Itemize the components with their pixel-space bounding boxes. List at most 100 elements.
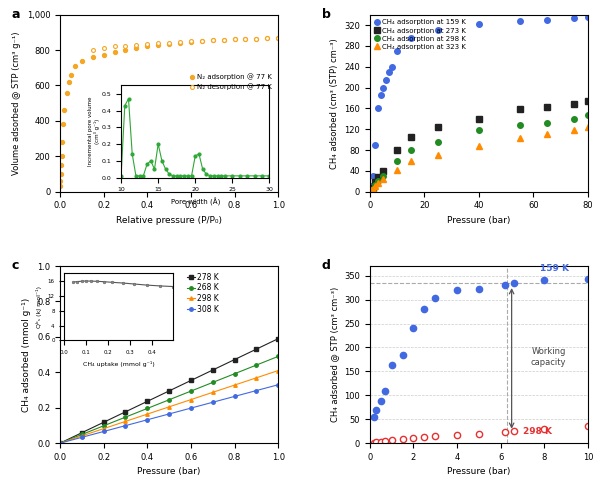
N₂ adsorption @ 77 K — [176, 40, 184, 46]
Legend: N₂ adsorption @ 77 K, N₂ desorption @ 77 K: N₂ adsorption @ 77 K, N₂ desorption @ 77… — [185, 71, 275, 93]
N₂ adsorption @ 77 K — [63, 90, 70, 95]
N₂ desorption @ 77 K — [220, 37, 227, 43]
N₂ adsorption @ 77 K — [100, 53, 107, 58]
N₂ adsorption @ 77 K — [56, 184, 64, 189]
N₂ adsorption @ 77 K — [143, 43, 151, 49]
Legend: 278 K, 268 K, 298 K, 308 K: 278 K, 268 K, 298 K, 308 K — [184, 270, 222, 317]
N₂ adsorption @ 77 K — [122, 47, 129, 53]
N₂ adsorption @ 77 K — [59, 121, 67, 127]
Text: d: d — [322, 259, 331, 272]
CH₄ adsorption at 159 K — [475, 21, 482, 27]
CH₄ adsorption at 159 K — [584, 14, 592, 20]
CH₄ adsorption at 298 K — [394, 159, 401, 165]
CH₄ adsorption at 159 K — [434, 27, 442, 33]
298 K — [200, 393, 208, 398]
CH₄ adsorption at 323 K — [374, 181, 382, 187]
Y-axis label: CH₄ adsorbed (mmol g⁻¹): CH₄ adsorbed (mmol g⁻¹) — [22, 298, 31, 412]
308 K — [104, 428, 112, 433]
N₂ desorption @ 77 K — [89, 47, 97, 53]
CH₄ adsorption at 159 K — [367, 187, 374, 193]
X-axis label: Relative pressure (P/P₀): Relative pressure (P/P₀) — [116, 216, 222, 225]
N₂ adsorption @ 77 K — [253, 36, 260, 41]
308 K — [56, 440, 64, 446]
CH₄ adsorption at 323 K — [367, 188, 374, 194]
268 K — [214, 378, 221, 384]
CH₄ adsorption at 159 K — [394, 48, 401, 54]
CH₄ adsorption at 323 K — [407, 159, 415, 165]
268 K — [122, 414, 129, 420]
Line: CH₄ adsorption at 323 K: CH₄ adsorption at 323 K — [367, 124, 591, 194]
N₂ desorption @ 77 K — [242, 36, 249, 42]
Y-axis label: Volume adsorbed @ STP (cm³ g⁻¹): Volume adsorbed @ STP (cm³ g⁻¹) — [12, 31, 21, 175]
Text: b: b — [322, 7, 331, 20]
N₂ adsorption @ 77 K — [187, 39, 194, 45]
N₂ desorption @ 77 K — [187, 38, 194, 44]
Y-axis label: CH₄ adsorbed @ STP (cm³ cm⁻³): CH₄ adsorbed @ STP (cm³ cm⁻³) — [329, 287, 338, 422]
CH₄ adsorption at 273 K — [380, 168, 387, 174]
N₂ adsorption @ 77 K — [155, 42, 162, 48]
CH₄ adsorption at 159 K — [385, 69, 392, 75]
CH₄ adsorption at 159 K — [380, 85, 387, 91]
CH₄ adsorption at 323 K — [369, 186, 376, 192]
298 K — [126, 417, 133, 423]
CH₄ adsorption at 298 K — [369, 186, 376, 191]
N₂ adsorption @ 77 K — [133, 45, 140, 51]
Text: a: a — [12, 7, 20, 20]
278 K — [126, 407, 133, 412]
N₂ adsorption @ 77 K — [57, 171, 64, 177]
N₂ adsorption @ 77 K — [67, 72, 74, 78]
268 K — [56, 440, 64, 446]
CH₄ adsorption at 323 K — [584, 124, 592, 130]
N₂ desorption @ 77 K — [143, 41, 151, 47]
CH₄ adsorption at 298 K — [368, 187, 375, 193]
CH₄ adsorption at 298 K — [374, 178, 382, 184]
278 K — [214, 365, 221, 371]
268 K — [275, 354, 282, 359]
N₂ adsorption @ 77 K — [242, 36, 249, 42]
Line: 298 K: 298 K — [58, 369, 280, 445]
N₂ desorption @ 77 K — [100, 45, 107, 51]
308 K — [122, 423, 129, 429]
CH₄ adsorption at 298 K — [516, 122, 523, 128]
298 K — [270, 369, 277, 375]
278 K — [56, 440, 64, 446]
CH₄ adsorption at 273 K — [367, 187, 374, 193]
N₂ adsorption @ 77 K — [61, 107, 68, 113]
N₂ adsorption @ 77 K — [166, 41, 173, 47]
CH₄ adsorption at 323 K — [367, 187, 374, 193]
N₂ adsorption @ 77 K — [58, 153, 65, 159]
CH₄ adsorption at 298 K — [367, 187, 374, 193]
268 K — [270, 355, 277, 361]
CH₄ adsorption at 323 K — [380, 176, 387, 182]
N₂ desorption @ 77 K — [122, 43, 129, 49]
308 K — [126, 422, 133, 428]
Line: CH₄ adsorption at 298 K: CH₄ adsorption at 298 K — [367, 112, 591, 194]
N₂ desorption @ 77 K — [253, 36, 260, 41]
CH₄ adsorption at 273 K — [434, 124, 442, 130]
CH₄ adsorption at 273 K — [367, 188, 374, 194]
CH₄ adsorption at 159 K — [388, 64, 395, 70]
Line: 278 K: 278 K — [58, 337, 280, 445]
CH₄ adsorption at 159 K — [516, 18, 523, 24]
N₂ adsorption @ 77 K — [78, 58, 85, 64]
CH₄ adsorption at 273 K — [475, 116, 482, 122]
298 K — [122, 418, 129, 424]
X-axis label: Pressure (bar): Pressure (bar) — [447, 216, 511, 225]
CH₄ adsorption at 159 K — [377, 93, 385, 98]
N₂ desorption @ 77 K — [166, 39, 173, 45]
N₂ adsorption @ 77 K — [263, 36, 271, 41]
308 K — [214, 398, 221, 404]
278 K — [104, 417, 112, 423]
CH₄ adsorption at 298 K — [380, 173, 387, 179]
268 K — [126, 412, 133, 418]
N₂ desorption @ 77 K — [198, 38, 205, 44]
308 K — [270, 383, 277, 389]
N₂ adsorption @ 77 K — [58, 162, 65, 168]
CH₄ adsorption at 159 K — [544, 17, 551, 23]
CH₄ adsorption at 298 K — [571, 116, 578, 122]
278 K — [122, 409, 129, 415]
Y-axis label: CH₄ adsorbed (cm³ (STP) cm⁻³): CH₄ adsorbed (cm³ (STP) cm⁻³) — [329, 38, 338, 169]
Text: Working
capacity: Working capacity — [531, 347, 566, 367]
N₂ desorption @ 77 K — [231, 37, 238, 42]
CH₄ adsorption at 159 K — [369, 173, 376, 179]
